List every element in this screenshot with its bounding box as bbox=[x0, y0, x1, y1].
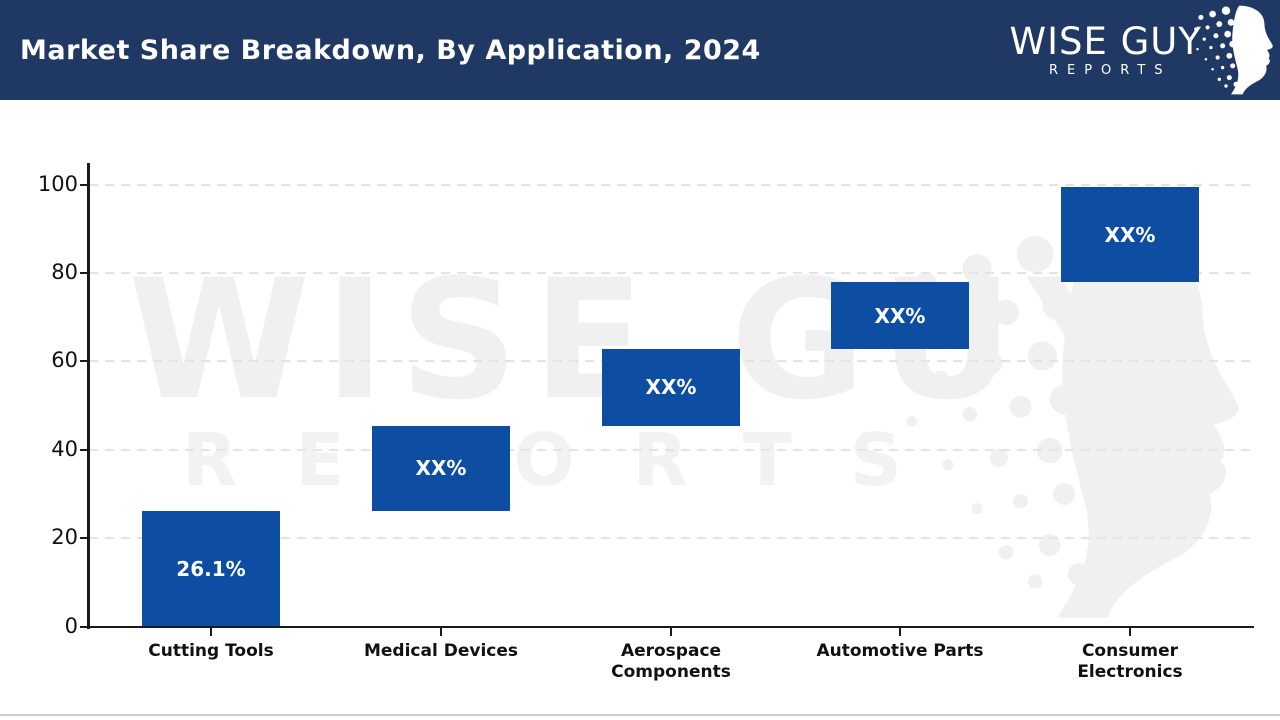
x-category-label: Medical Devices bbox=[363, 641, 518, 661]
x-tick-mark bbox=[899, 627, 901, 636]
page-title: Market Share Breakdown, By Application, … bbox=[20, 34, 761, 66]
bar-aerospace-components: XX% bbox=[602, 348, 740, 426]
y-tick-mark bbox=[80, 448, 87, 451]
y-tick-label: 20 bbox=[51, 525, 78, 550]
x-category-label: Aerospace Components bbox=[611, 641, 731, 683]
bar-value-label: XX% bbox=[1104, 222, 1156, 247]
bar-cutting-tools: 26.1% bbox=[142, 511, 280, 627]
y-tick-mark bbox=[80, 537, 87, 540]
y-gridline bbox=[89, 271, 1254, 274]
y-tick-label: 0 bbox=[64, 613, 78, 638]
y-tick-label: 40 bbox=[51, 436, 78, 461]
brand-head-icon bbox=[1194, 5, 1273, 95]
y-tick-mark bbox=[80, 183, 87, 186]
y-axis-line bbox=[87, 163, 90, 629]
bar-value-label: XX% bbox=[874, 303, 926, 328]
brand-logo-text: WISE GUY REPORTS bbox=[1010, 23, 1202, 78]
brand-logo: WISE GUY REPORTS bbox=[1010, 0, 1274, 100]
brand-subtitle: REPORTS bbox=[1048, 62, 1172, 78]
bar-value-label: XX% bbox=[645, 375, 697, 400]
x-category-label: Consumer Electronics bbox=[1077, 641, 1183, 683]
bar-consumer-electronics: XX% bbox=[1061, 187, 1199, 283]
y-tick-label: 100 bbox=[37, 171, 78, 196]
brand-name: WISE GUY bbox=[1009, 19, 1202, 63]
x-tick-mark bbox=[1129, 627, 1131, 636]
x-tick-mark bbox=[670, 627, 672, 636]
bar-value-label: 26.1% bbox=[176, 556, 246, 581]
x-tick-mark bbox=[440, 627, 442, 636]
y-tick-mark bbox=[80, 625, 87, 628]
header-bar: Market Share Breakdown, By Application, … bbox=[0, 0, 1280, 100]
x-category-label: Cutting Tools bbox=[148, 641, 274, 661]
y-tick-mark bbox=[80, 271, 87, 274]
x-axis-line bbox=[87, 625, 1254, 628]
bar-automotive-parts: XX% bbox=[831, 282, 969, 349]
y-gridline bbox=[89, 448, 1254, 451]
bar-value-label: XX% bbox=[415, 456, 467, 481]
watermark-text-line2: REPORTS bbox=[182, 418, 960, 502]
y-tick-label: 80 bbox=[51, 259, 78, 284]
y-tick-mark bbox=[80, 360, 87, 363]
bar-medical-devices: XX% bbox=[372, 425, 510, 512]
y-tick-label: 60 bbox=[51, 348, 78, 373]
y-gridline bbox=[89, 183, 1254, 186]
y-gridline bbox=[89, 537, 1254, 540]
x-tick-mark bbox=[210, 627, 212, 636]
x-category-label: Automotive Parts bbox=[816, 641, 984, 661]
figure-bottom-rule bbox=[0, 714, 1280, 716]
